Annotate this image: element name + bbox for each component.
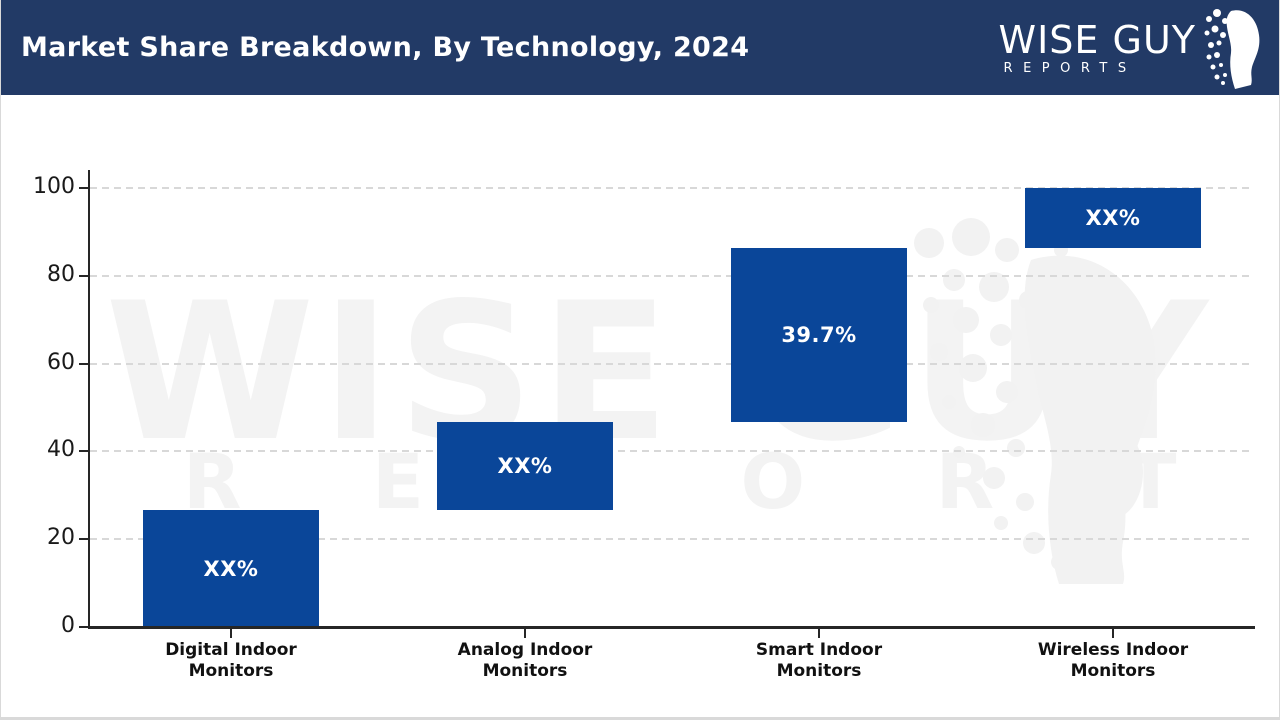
x-tick-mark-digital-indoor-monitors xyxy=(230,629,232,638)
y-tick-mark-100 xyxy=(79,187,88,189)
bar-value-label-wireless-indoor-monitors: XX% xyxy=(1085,205,1141,230)
x-category-label-line: Digital Indoor xyxy=(165,640,297,660)
y-tick-label-20: 20 xyxy=(47,525,75,551)
y-tick-label-100: 100 xyxy=(33,174,75,199)
y-tick-mark-40 xyxy=(79,450,88,453)
bar-digital-indoor-monitors: XX% xyxy=(143,510,319,627)
y-tick-mark-0 xyxy=(79,626,88,628)
gridline-80 xyxy=(90,274,1254,277)
x-category-label-line: Monitors xyxy=(776,661,862,682)
x-category-label-digital-indoor-monitors: Digital Indoor Monitors xyxy=(101,640,361,683)
bar-value-label-digital-indoor-monitors: XX% xyxy=(203,556,259,581)
x-tick-mark-analog-indoor-monitors xyxy=(524,629,526,638)
gridline-40 xyxy=(90,450,1254,453)
x-category-label-smart-indoor-monitors: Smart Indoor Monitors xyxy=(689,640,949,683)
bar-value-label-smart-indoor-monitors: 39.7% xyxy=(781,322,857,347)
brand-name: WISE GUY xyxy=(998,17,1196,62)
gridline-60 xyxy=(90,362,1254,365)
y-tick-label-80: 80 xyxy=(47,261,75,287)
x-category-label-line: Monitors xyxy=(1070,661,1156,682)
y-tick-mark-20 xyxy=(79,538,88,541)
x-category-label-line: Monitors xyxy=(482,661,568,682)
x-category-label-line: Analog Indoor xyxy=(457,640,593,660)
y-tick-label-0: 0 xyxy=(61,613,75,638)
x-category-label-line: Wireless Indoor xyxy=(1037,640,1189,660)
y-tick-mark-80 xyxy=(79,274,88,277)
x-category-label-analog-indoor-monitors: Analog Indoor Monitors xyxy=(395,640,655,683)
y-tick-label-40: 40 xyxy=(47,437,75,463)
brand-subtitle: REPORTS xyxy=(1003,60,1137,76)
x-category-label-line: Smart Indoor xyxy=(755,640,883,660)
x-tick-mark-smart-indoor-monitors xyxy=(818,629,820,638)
header-bar: Market Share Breakdown, By Technology, 2… xyxy=(1,0,1279,95)
y-tick-mark-60 xyxy=(79,362,88,365)
gridline-100 xyxy=(90,187,1254,189)
brand-face-icon xyxy=(1204,8,1260,89)
page-title: Market Share Breakdown, By Technology, 2… xyxy=(21,32,750,63)
x-category-label-wireless-indoor-monitors: Wireless Indoor Monitors xyxy=(983,640,1243,683)
brand-logo: WISE GUY REPORTS xyxy=(999,5,1264,91)
bar-wireless-indoor-monitors: XX% xyxy=(1025,188,1201,248)
bar-smart-indoor-monitors: 39.7% xyxy=(731,247,907,422)
brand-logo-text: WISE GUY REPORTS xyxy=(999,21,1196,75)
watermark-face-icon xyxy=(914,218,1156,584)
x-category-label-line: Monitors xyxy=(188,661,274,682)
y-tick-label-60: 60 xyxy=(47,349,75,375)
gridline-20 xyxy=(90,538,1254,541)
bar-analog-indoor-monitors: XX% xyxy=(437,421,613,511)
y-axis-line xyxy=(88,170,90,628)
x-tick-mark-wireless-indoor-monitors xyxy=(1112,629,1114,638)
bar-value-label-analog-indoor-monitors: XX% xyxy=(497,454,553,479)
x-axis-line xyxy=(88,626,1255,629)
